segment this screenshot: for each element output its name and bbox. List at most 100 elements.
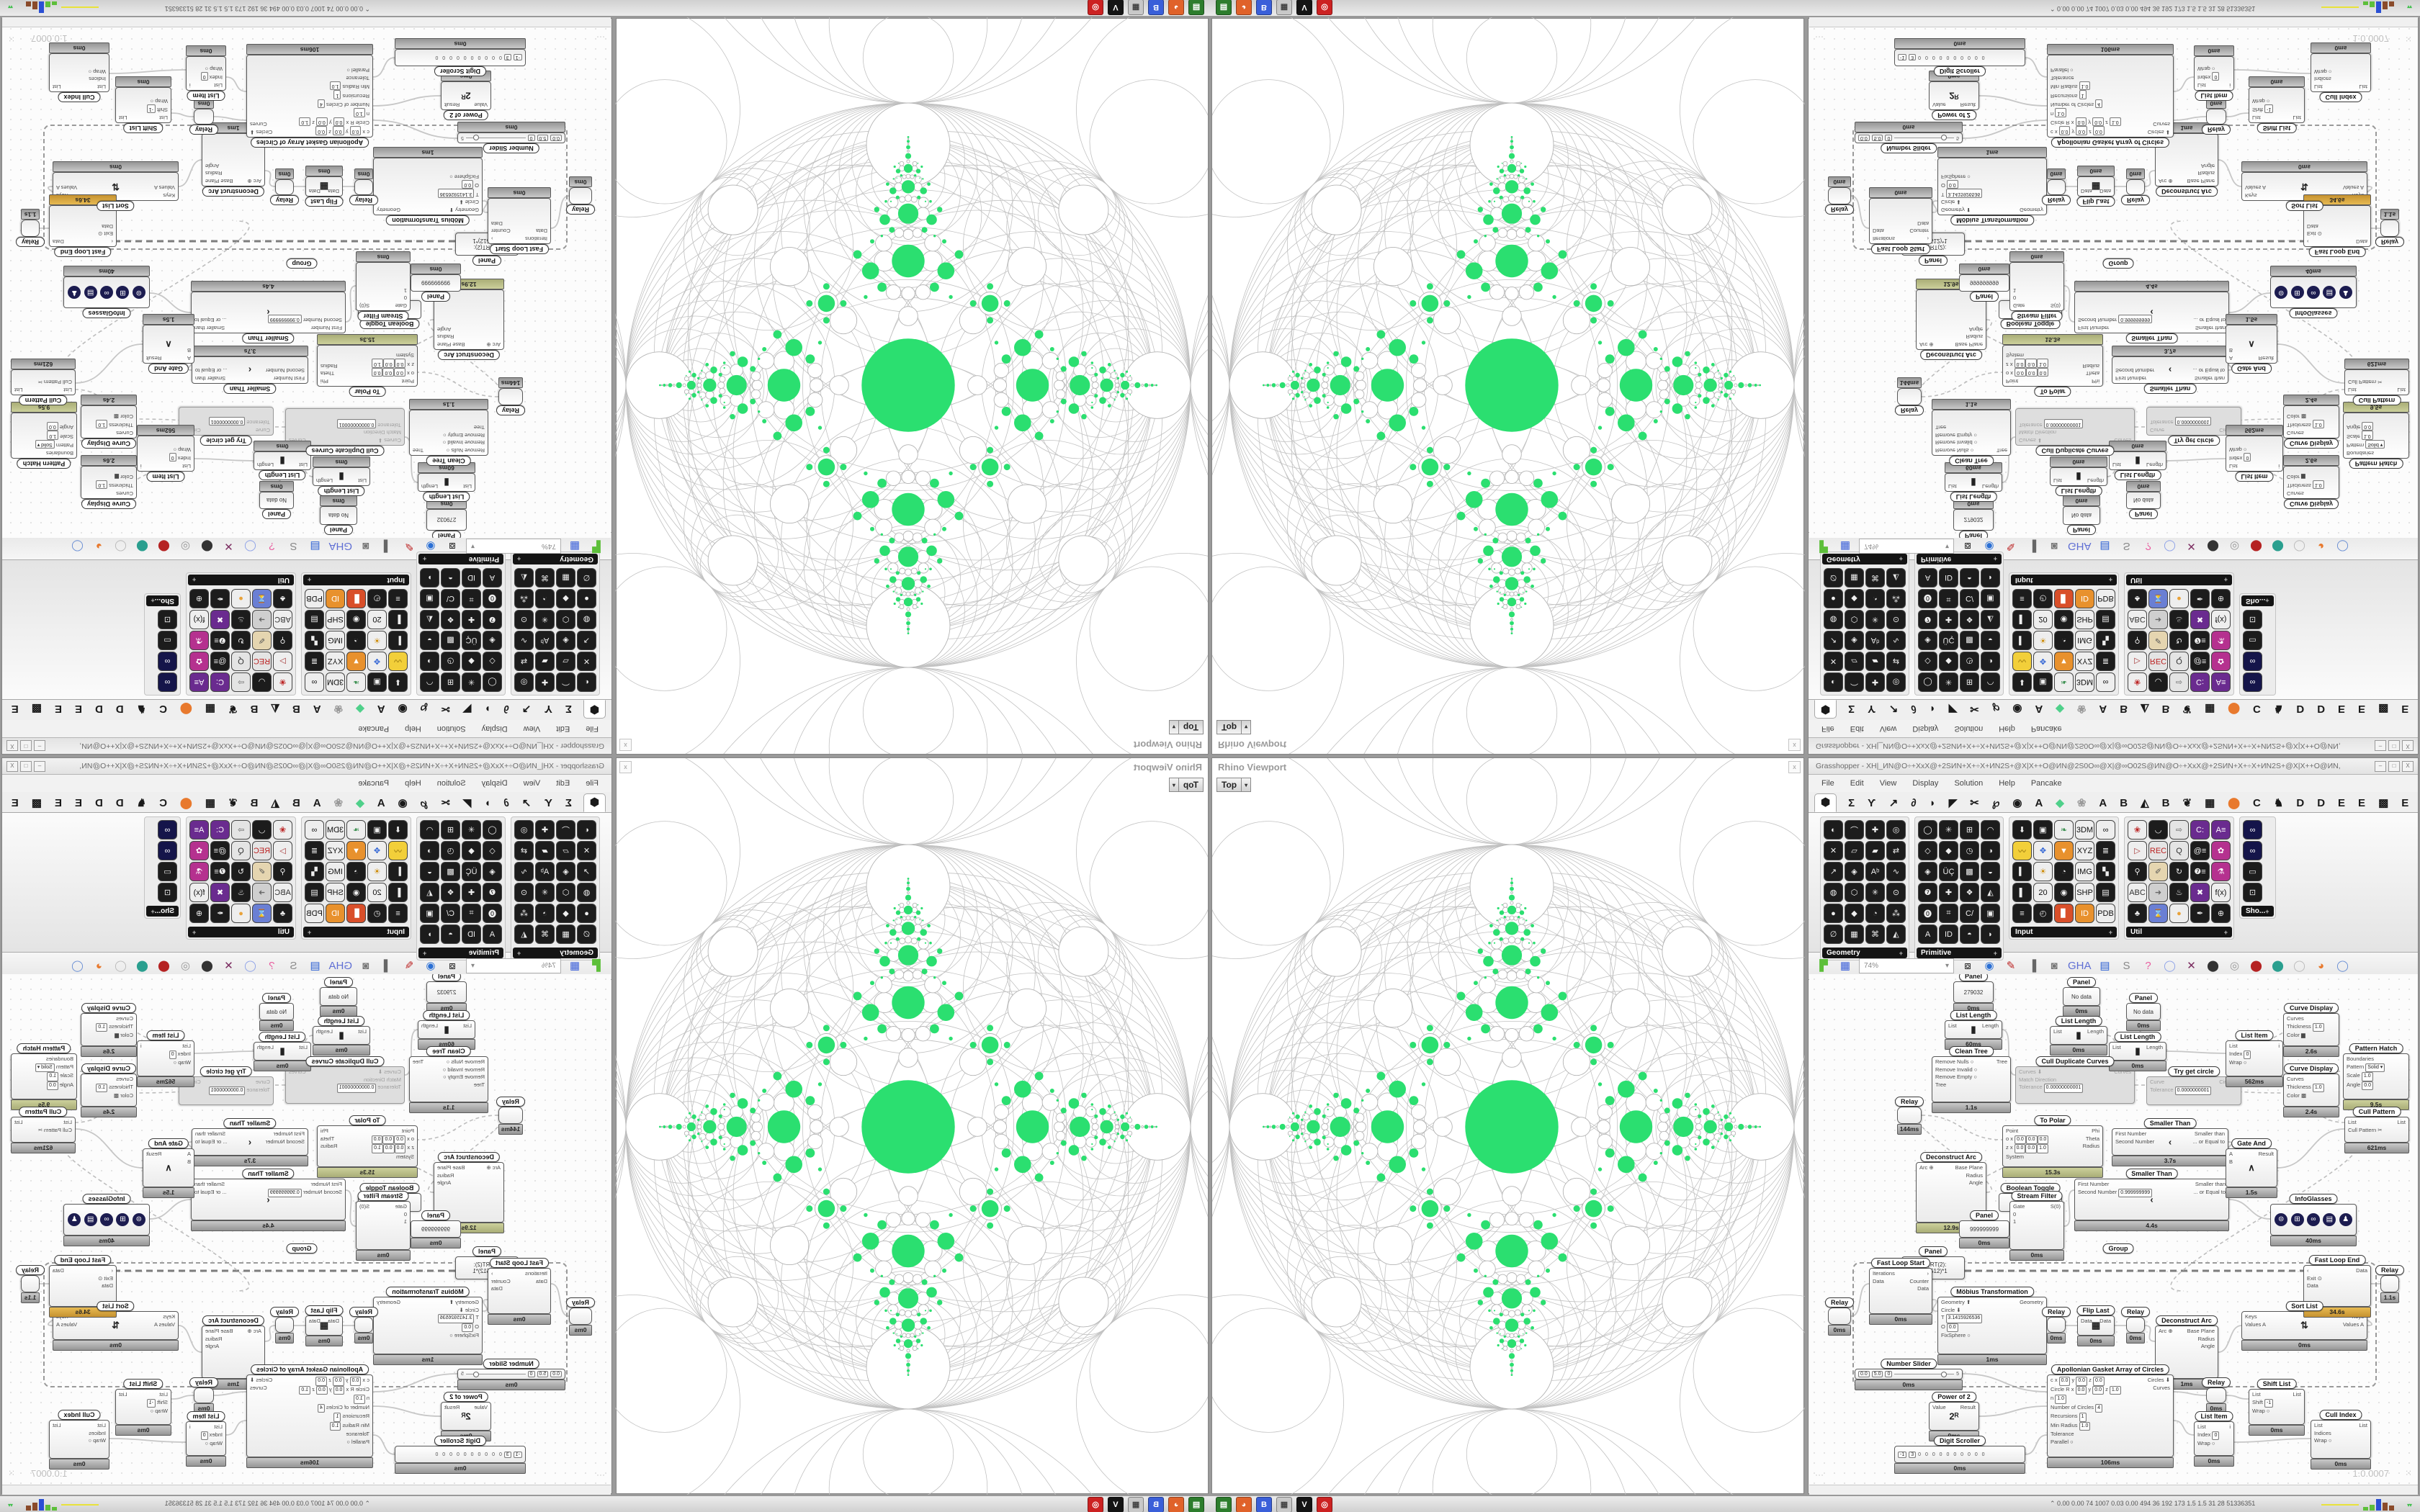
component-body[interactable]: List Index 0 Wrap ○ i (2194, 56, 2234, 91)
component-icon[interactable]: ◆ (1939, 841, 1958, 860)
component-body[interactable]: Remove Nulls ○ Remove Invalid ○ Remove Emp… (409, 410, 488, 456)
component-icon[interactable]: ◈ (556, 862, 575, 881)
component-icon[interactable]: ↻ (2169, 631, 2189, 650)
component-list-length[interactable]: List Length List Length ▮ 0ms (2050, 456, 2107, 496)
component-icon[interactable]: ❧ (346, 820, 366, 840)
component-icon[interactable]: ABC (2128, 610, 2147, 629)
component-icon[interactable]: ✳ (535, 883, 555, 902)
component-icon[interactable]: ☀ (2033, 631, 2053, 650)
component-icon[interactable]: REC (2148, 841, 2168, 860)
component-icon[interactable]: ● (2169, 589, 2189, 608)
component-body[interactable]: No data (320, 987, 357, 1006)
component-icon[interactable]: ⌗ (1939, 589, 1958, 608)
chevron-down-icon[interactable]: ▾ (1172, 724, 1175, 731)
component-icon[interactable]: ⚲ (273, 862, 292, 881)
menu-pancake[interactable]: Pancake (2030, 779, 2062, 788)
ribbon-tab-icon[interactable]: ⬢ (1814, 793, 1837, 812)
component-icon[interactable]: ▊ (346, 904, 366, 923)
ribbon-tab-plugin[interactable]: A (2099, 797, 2107, 809)
component-icon[interactable]: ↗ (577, 631, 596, 650)
component-icon[interactable]: ⬇ (2012, 820, 2032, 840)
component-icon[interactable]: ❼≡ (2190, 631, 2210, 650)
ribbon-tab-plugin[interactable]: D (94, 703, 103, 715)
component-body[interactable]: 0.0 5.0 0 5 (1855, 1369, 1963, 1380)
component-icon[interactable]: ⬡ (556, 883, 575, 902)
viewport-tab-label[interactable]: Top (1183, 780, 1198, 790)
exit-door-icon[interactable]: ▐ (2028, 959, 2037, 972)
app-icon-v[interactable]: V (1108, 1497, 1124, 1512)
component-icon[interactable]: ◇ (1918, 652, 1937, 671)
ribbon-tab-icon[interactable]: ◤ (462, 703, 472, 715)
component-icon[interactable]: ⊙ (1886, 883, 1906, 902)
component-body[interactable]: List Length ▮ (254, 451, 311, 470)
component-icon[interactable]: Q (2169, 652, 2189, 671)
menu-file[interactable]: File (1821, 724, 1834, 733)
component-icon[interactable]: ✕ (577, 841, 596, 860)
component-m-bius-transformation[interactable]: Möbius Transformation Geometry ⬆ Circle ⬇ T… (1937, 147, 2047, 225)
component-icon[interactable]: ⬡ (1845, 883, 1864, 902)
component-body[interactable]: Curves ⬇ Match Direction Tolerance 0.00000… (285, 1066, 405, 1104)
component-icon[interactable]: ✒ (210, 904, 230, 923)
component-icon[interactable]: IMG (2075, 631, 2094, 650)
ribbon-tab-icon[interactable]: ◉ (2012, 703, 2022, 715)
component-icon[interactable]: ✚ (1939, 610, 1958, 629)
viewport-tab-label[interactable]: Top (1222, 722, 1237, 732)
exit-door-icon[interactable]: ▐ (2028, 540, 2037, 553)
component-icon[interactable]: ◷ (1960, 652, 1979, 671)
component-icon[interactable]: ABC (273, 883, 292, 902)
component-icon[interactable]: ⌘ (535, 924, 555, 944)
component-infoglasses[interactable]: InfoGlasses ⊜ ⊞ ∞ ▤ ♟ 40ms (63, 266, 150, 318)
component-icon[interactable]: ◓ (1960, 924, 1979, 944)
component-icon[interactable]: ▼ (2054, 652, 2074, 671)
blob-dark-icon[interactable]: ⬤ (2207, 959, 2219, 972)
component-icon[interactable]: ◴ (2033, 589, 2053, 608)
component-icon[interactable]: ✚ (462, 610, 481, 629)
component-icon[interactable]: ⌘ (535, 568, 555, 588)
component-icon[interactable]: ◓ (1960, 568, 1979, 588)
component-body[interactable]: List Length ▮ (418, 473, 475, 492)
component-icon[interactable]: ↻ (231, 862, 251, 881)
component-panel[interactable]: 999999999 Panel 0ms (1959, 1210, 2009, 1248)
component-icon[interactable]: ▷ (273, 652, 292, 671)
component-body[interactable]: 999999999 (411, 1220, 461, 1238)
component-icon[interactable]: ☀ (367, 862, 387, 881)
menu-view[interactable]: View (1879, 779, 1897, 788)
component-relay[interactable]: Relay 1.1s (2375, 209, 2405, 247)
menu-display[interactable]: Display (481, 779, 508, 788)
close-button[interactable]: X (2402, 761, 2414, 772)
component-icon[interactable]: ● (577, 904, 596, 923)
viewport-top-tab[interactable]: Top ▾ (1168, 720, 1204, 734)
component-body[interactable]: List Cull Pattern ✂ List (11, 369, 76, 395)
component-icon[interactable]: 20 (367, 610, 387, 629)
component-icon[interactable]: f(x) (189, 610, 209, 629)
component-number-slider[interactable]: Number Slider 0.0 5.0 0 5 0ms (1855, 1359, 1963, 1390)
component-icon[interactable]: ⇄ (1886, 652, 1906, 671)
component-icon[interactable]: ABC (2128, 883, 2147, 902)
component-pattern-hatch[interactable]: Pattern Hatch Boundaries Pattern Solid ▾ Sc… (11, 402, 77, 469)
component-icon[interactable]: ◐ (577, 672, 596, 692)
component-list-length[interactable]: List Length List Length ▮ 0ms (313, 456, 370, 496)
ribbon-tab-plugin[interactable]: ❦ (2182, 703, 2192, 715)
app-icon-orb[interactable]: ◕ (1168, 1497, 1184, 1512)
component-icon[interactable]: ▤ (305, 883, 324, 902)
component-body[interactable]: Curves Thickness 1.0 Color ▆ (2283, 466, 2339, 499)
component-pattern-hatch[interactable]: Pattern Hatch Boundaries Pattern Solid ▾ Sc… (2343, 402, 2409, 469)
component-icon[interactable]: ⊕ (2211, 589, 2231, 608)
sphere-teal-icon[interactable]: ⬤ (136, 540, 148, 553)
ribbon-tab-icon[interactable]: ◉ (398, 703, 408, 715)
menu-help[interactable]: Help (405, 724, 421, 733)
ribbon-tab-plugin[interactable]: B (2120, 797, 2128, 809)
component-icon[interactable]: ❼ (1918, 610, 1937, 629)
menu-display[interactable]: Display (1912, 779, 1939, 788)
component-icon[interactable]: A (1918, 924, 1937, 944)
component-icon[interactable]: ⊞ (1960, 820, 1979, 840)
component-body[interactable]: List Length ▮ (313, 467, 370, 486)
component-relay[interactable]: Relay 1.1s (15, 1265, 45, 1303)
component-smaller-than[interactable]: Smaller Than First Number Second Number 0.… (2074, 1169, 2229, 1231)
component-panel[interactable]: No data Panel 0ms (320, 977, 357, 1017)
component-body[interactable] (2126, 1317, 2145, 1333)
component-icon[interactable]: PDB (2096, 589, 2115, 608)
component-icon[interactable]: ∞ (305, 820, 324, 840)
component-icon[interactable]: ♣ (2128, 904, 2147, 923)
component-body[interactable]: A B Result ∧ (2226, 1148, 2277, 1187)
